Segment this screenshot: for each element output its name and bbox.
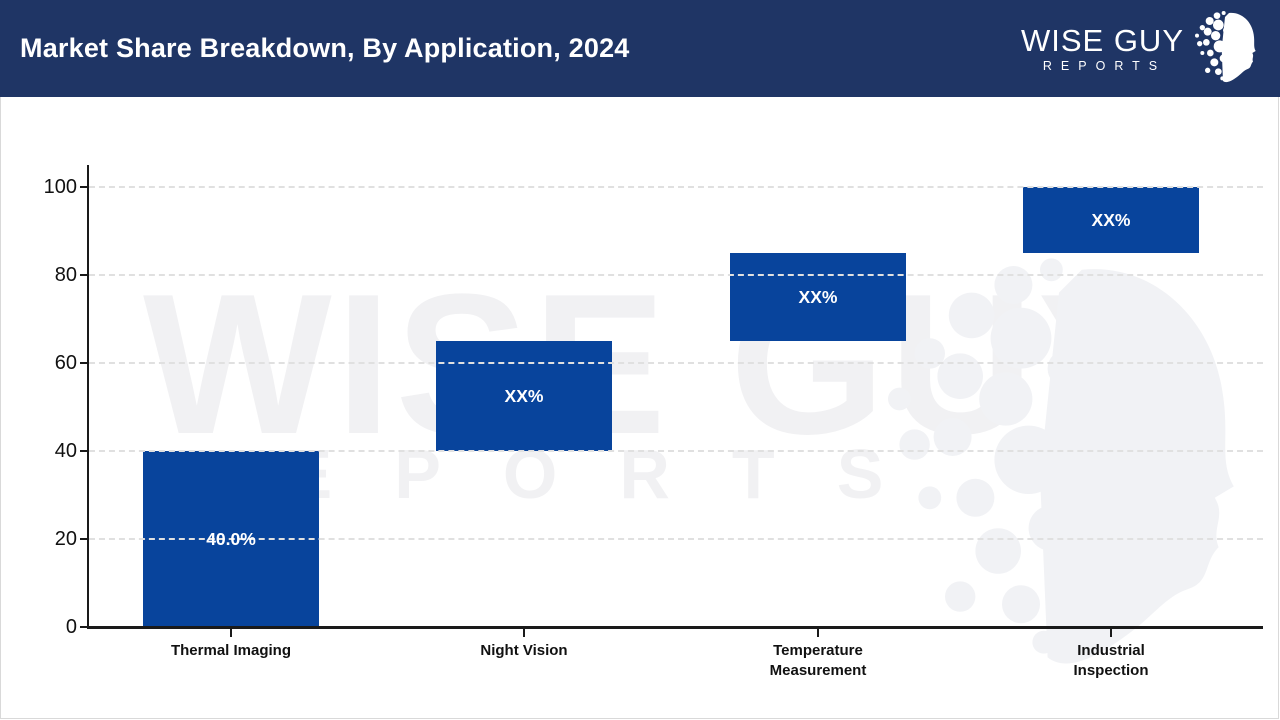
y-tick-label: 60: [54, 352, 77, 374]
x-category-label: Thermal Imaging: [170, 642, 292, 659]
logo-wordmark: WISE GUY: [1020, 23, 1184, 58]
x-axis: [87, 626, 1263, 629]
logo-text: WISE GUY REPORTS: [1021, 25, 1184, 73]
x-tick-mark: [230, 629, 232, 637]
wiseguy-head-icon: [1195, 11, 1256, 83]
bar-value-label: 40.0%: [206, 529, 256, 549]
page-title: Market Share Breakdown, By Application, …: [20, 33, 630, 63]
x-tick-mark: [817, 629, 819, 637]
y-tick-label: 40: [54, 440, 77, 462]
x-category-label: Night Vision: [480, 642, 568, 659]
logo-subtitle: REPORTS: [1042, 59, 1167, 73]
y-axis: [87, 165, 89, 629]
watermark-head-icon: [888, 258, 1234, 664]
bar-industrial-inspection: [1023, 187, 1199, 253]
y-gridline: [89, 274, 1263, 276]
bar-temperature-measurement: [730, 253, 906, 341]
y-tick-mark: [80, 626, 88, 628]
wise-guy-reports-logo: WISE GUY REPORTS: [1012, 8, 1262, 90]
x-tick-mark: [1110, 629, 1112, 637]
y-tick-label: 80: [54, 264, 77, 286]
y-tick-mark: [80, 362, 88, 364]
y-tick-label: 20: [54, 528, 77, 550]
header-bar: Market Share Breakdown, By Application, …: [0, 0, 1280, 97]
chart-canvas: WISE GUY REPORTS 0 20 40 60 80 100 40.0% XX% XX%…: [0, 97, 1279, 719]
bar-value-label: XX%: [504, 386, 544, 406]
bar-value-label: XX%: [1091, 210, 1131, 230]
y-tick-mark: [80, 186, 88, 188]
bar-value-label: XX%: [798, 287, 838, 307]
y-tick-mark: [80, 274, 88, 276]
bar-night-vision: [436, 341, 612, 451]
y-gridline: [89, 538, 1263, 540]
x-tick-mark: [523, 629, 525, 637]
y-gridline: [89, 450, 1263, 452]
y-tick-label: 100: [43, 176, 77, 198]
x-category-label: Industrial Inspection: [1073, 642, 1149, 679]
x-category-label: Temperature Measurement: [769, 642, 867, 679]
y-tick-label: 0: [65, 616, 77, 638]
y-tick-mark: [80, 450, 88, 452]
y-gridline: [89, 362, 1263, 364]
y-tick-mark: [80, 538, 88, 540]
y-gridline: [89, 186, 1263, 188]
